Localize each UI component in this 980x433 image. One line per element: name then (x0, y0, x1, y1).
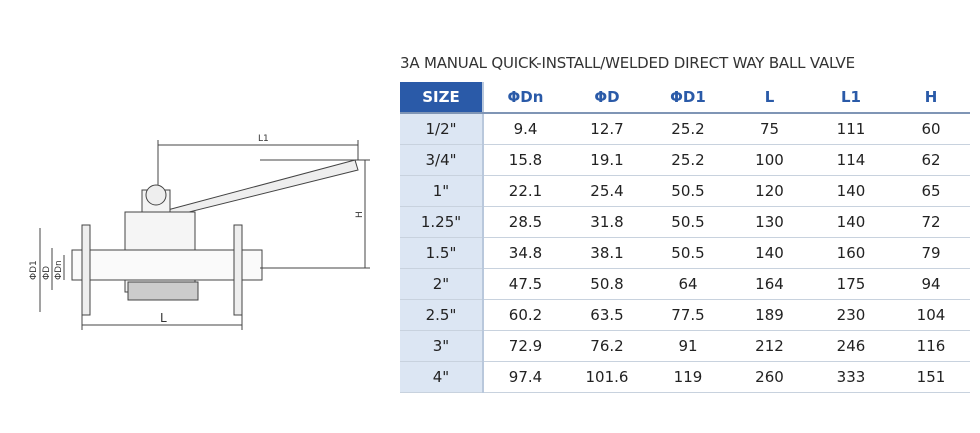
cell: 50.5 (647, 175, 729, 207)
cell: 212 (729, 330, 810, 362)
label-l1: L1 (258, 134, 269, 144)
header-cell: ΦD1 (647, 82, 729, 114)
cell: 64 (647, 268, 729, 300)
row: 1" 22.1 25.4 50.5 120 140 65 (400, 175, 970, 207)
cell: 1.25" (400, 206, 484, 238)
cell: 15.8 (483, 144, 567, 176)
header-cell: L1 (810, 82, 892, 114)
cell: 50.5 (647, 237, 729, 269)
cell: 4" (400, 361, 484, 393)
cell: 130 (729, 206, 810, 238)
label-l: L (160, 311, 167, 325)
cell: 104 (892, 299, 970, 331)
cell: 97.4 (483, 361, 567, 393)
label-h: H (355, 211, 365, 218)
header-cell: L (729, 82, 810, 114)
cell: 91 (647, 330, 729, 362)
row: 1/2" 9.4 12.7 25.2 75 111 60 (400, 113, 970, 145)
cell: 230 (810, 299, 892, 331)
header-cell: ΦD (567, 82, 647, 114)
row: 3" 72.9 76.2 91 212 246 116 (400, 330, 970, 362)
cell: 260 (729, 361, 810, 393)
row: 2.5" 60.2 63.5 77.5 189 230 104 (400, 299, 970, 331)
cell: 34.8 (483, 237, 567, 269)
header-cell: ΦDn (483, 82, 567, 114)
cell: 119 (647, 361, 729, 393)
cell: 25.2 (647, 144, 729, 176)
cell: 12.7 (567, 113, 647, 145)
row: 1.25" 28.5 31.8 50.5 130 140 72 (400, 206, 970, 238)
cell: 2.5" (400, 299, 484, 331)
cell: 76.2 (567, 330, 647, 362)
cell: 175 (810, 268, 892, 300)
valve-drawing: L1 H ΦD1 ΦD ΦDn L (29, 134, 370, 330)
cell: 22.1 (483, 175, 567, 207)
cell: 160 (810, 237, 892, 269)
cell: 50.5 (647, 206, 729, 238)
header-row: SIZE ΦDn ΦD ΦD1 L L1 H (400, 82, 970, 114)
cell: 28.5 (483, 206, 567, 238)
cell: 111 (810, 113, 892, 145)
cell: 3" (400, 330, 484, 362)
cell: 38.1 (567, 237, 647, 269)
cell: 246 (810, 330, 892, 362)
cell: 151 (892, 361, 970, 393)
cell: 189 (729, 299, 810, 331)
cell: 3/4" (400, 144, 484, 176)
cell: 72 (892, 206, 970, 238)
cell: 100 (729, 144, 810, 176)
cell: 19.1 (567, 144, 647, 176)
cell: 77.5 (647, 299, 729, 331)
cell: 94 (892, 268, 970, 300)
cell: 47.5 (483, 268, 567, 300)
cell: 1" (400, 175, 484, 207)
cell: 1/2" (400, 113, 484, 145)
header-cell: SIZE (400, 82, 484, 114)
cell: 116 (892, 330, 970, 362)
cell: 9.4 (483, 113, 567, 145)
cell: 60 (892, 113, 970, 145)
row: 2" 47.5 50.8 64 164 175 94 (400, 268, 970, 300)
label-dn: ΦDn (54, 260, 64, 280)
spec-table: SIZE ΦDn ΦD ΦD1 L L1 H 1/2" 9.4 12.7 25.2 75 111 60 3/… (400, 82, 970, 393)
cell: 72.9 (483, 330, 567, 362)
cell: 25.2 (647, 113, 729, 145)
cell: 140 (810, 206, 892, 238)
cell: 75 (729, 113, 810, 145)
cell: 164 (729, 268, 810, 300)
cell: 1.5" (400, 237, 484, 269)
row: 4" 97.4 101.6 119 260 333 151 (400, 361, 970, 393)
cell: 101.6 (567, 361, 647, 393)
cell: 25.4 (567, 175, 647, 207)
row: 3/4" 15.8 19.1 25.2 100 114 62 (400, 144, 970, 176)
cell: 140 (810, 175, 892, 207)
cell: 50.8 (567, 268, 647, 300)
cell: 31.8 (567, 206, 647, 238)
label-d1: ΦD1 (29, 260, 39, 280)
cell: 65 (892, 175, 970, 207)
cell: 2" (400, 268, 484, 300)
cell: 114 (810, 144, 892, 176)
table-title: 3A MANUAL QUICK-INSTALL/WELDED DIRECT WA… (400, 54, 855, 72)
cell: 120 (729, 175, 810, 207)
cell: 140 (729, 237, 810, 269)
cell: 60.2 (483, 299, 567, 331)
cell: 62 (892, 144, 970, 176)
header-cell: H (892, 82, 970, 114)
cell: 63.5 (567, 299, 647, 331)
cell: 333 (810, 361, 892, 393)
label-d: ΦD (42, 266, 52, 280)
cell: 79 (892, 237, 970, 269)
row: 1.5" 34.8 38.1 50.5 140 160 79 (400, 237, 970, 269)
